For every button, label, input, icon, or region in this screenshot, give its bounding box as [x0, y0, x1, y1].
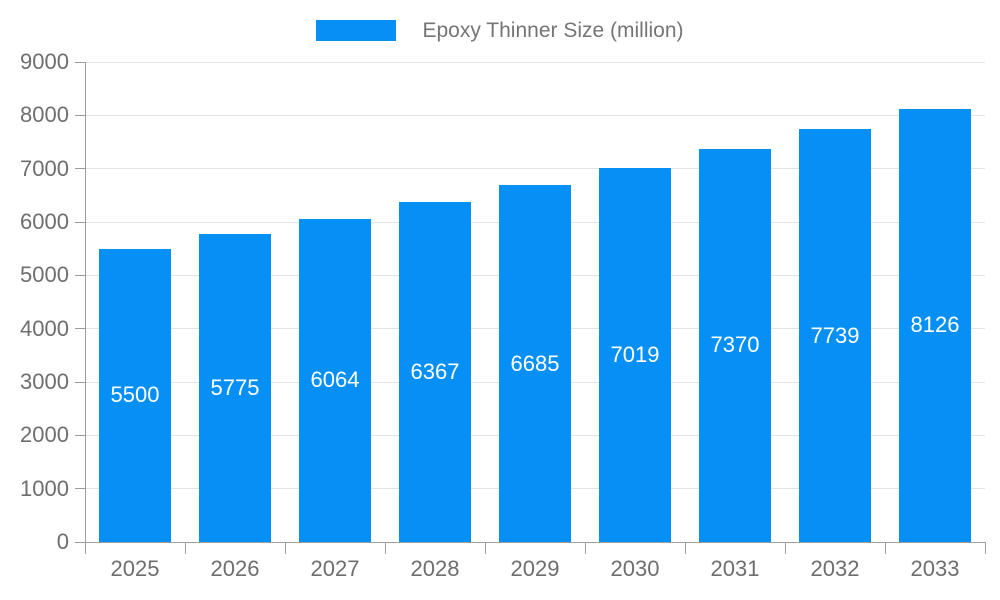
gridline [85, 61, 985, 63]
legend-item-epoxy-thinner[interactable]: Epoxy Thinner Size (million) [316, 19, 684, 42]
x-axis-tick [384, 542, 386, 554]
y-axis-tick [75, 114, 85, 116]
y-axis-tick [75, 61, 85, 63]
x-axis-tick [484, 542, 486, 554]
bar-value-label: 7739 [810, 322, 860, 348]
y-axis-tick [75, 274, 85, 276]
bar-2032[interactable]: 7739 [799, 129, 871, 542]
x-axis-label-2033: 2033 [910, 556, 960, 581]
x-axis-label-2026: 2026 [210, 556, 260, 581]
chart-legend: Epoxy Thinner Size (million) [0, 20, 1000, 41]
x-axis-label-2025: 2025 [110, 556, 160, 581]
x-axis-label-2028: 2028 [410, 556, 460, 581]
bar-2027[interactable]: 6064 [299, 218, 371, 542]
bar-2030[interactable]: 7019 [599, 167, 671, 542]
x-axis-tick [984, 542, 986, 554]
bar-2029[interactable]: 6685 [499, 185, 571, 542]
bar-value-label: 6064 [310, 367, 360, 393]
y-axis-label: 6000 [20, 209, 69, 234]
x-axis-tick [184, 542, 186, 554]
y-axis-label: 8000 [20, 102, 69, 128]
bar-value-label: 5775 [210, 375, 260, 400]
bar-value-label: 7370 [710, 332, 760, 358]
bar-value-label: 6685 [510, 350, 560, 376]
x-axis-tick [884, 542, 886, 554]
bar-value-label: 8126 [910, 312, 960, 338]
bar-2028[interactable]: 6367 [399, 202, 471, 542]
x-axis-tick [684, 542, 686, 554]
y-axis-line [84, 62, 86, 554]
y-axis-label: 9000 [20, 49, 69, 74]
x-axis-label-2031: 2031 [710, 556, 760, 581]
y-axis-tick [75, 381, 85, 383]
y-axis-label: 1000 [20, 475, 69, 501]
x-axis-label-2027: 2027 [310, 556, 360, 581]
x-axis-tick [584, 542, 586, 554]
bar-value-label: 6367 [410, 359, 460, 385]
y-axis-tick [75, 328, 85, 330]
bar-2025[interactable]: 5500 [99, 248, 171, 542]
bar-2026[interactable]: 5775 [199, 234, 271, 542]
legend-label: Epoxy Thinner Size (million) [422, 19, 684, 42]
legend-swatch-icon [316, 20, 397, 41]
x-axis-tick [284, 542, 286, 554]
y-axis-label: 7000 [20, 155, 69, 181]
x-axis-label-2030: 2030 [610, 556, 660, 581]
x-axis-label-2029: 2029 [510, 556, 560, 581]
y-axis-tick [75, 541, 85, 543]
x-axis-label-2032: 2032 [810, 556, 860, 581]
y-axis-label: 0 [56, 529, 69, 554]
y-axis-tick [75, 168, 85, 170]
x-axis-tick [784, 542, 786, 554]
bar-value-label: 7019 [610, 341, 660, 367]
bar-2033[interactable]: 8126 [899, 108, 971, 542]
y-axis-label: 4000 [20, 315, 69, 341]
bar-value-label: 5500 [110, 382, 160, 408]
y-axis-tick [75, 221, 85, 223]
gridline [85, 168, 985, 170]
y-axis-tick [75, 488, 85, 490]
y-axis-label: 2000 [20, 422, 69, 448]
y-axis-label: 3000 [20, 369, 69, 394]
y-axis-label: 5000 [20, 262, 69, 288]
x-axis-line [85, 541, 985, 543]
y-axis-tick [75, 434, 85, 436]
bar-2031[interactable]: 7370 [699, 148, 771, 542]
gridline [85, 114, 985, 116]
